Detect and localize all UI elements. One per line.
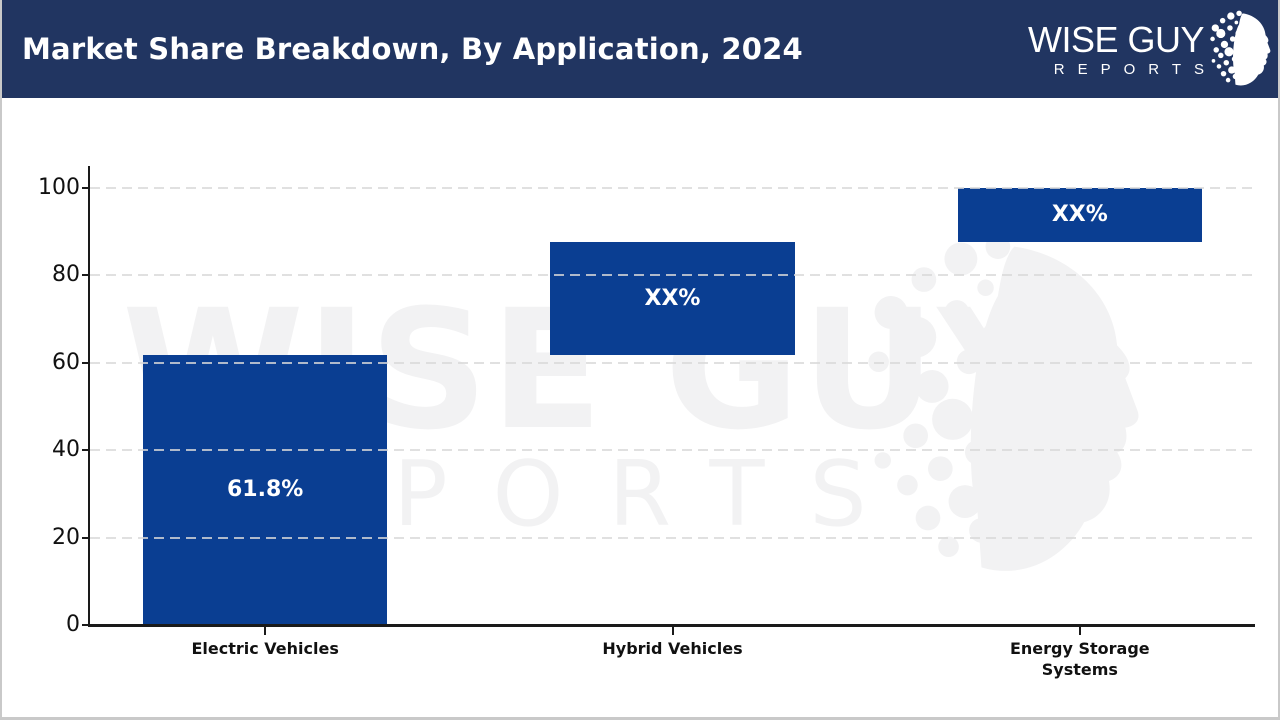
x-category-label-energy-storage-systems: Energy Storage Systems <box>1009 639 1150 679</box>
logo-subtext: REPORTS <box>1053 60 1217 78</box>
y-tick-label-0: 0 <box>66 612 80 637</box>
x-tick-electric-vehicles <box>264 627 267 635</box>
y-tick-label-40: 40 <box>52 437 80 462</box>
chart-title: Market Share Breakdown, By Application, … <box>22 32 803 66</box>
y-tick-40 <box>82 449 88 451</box>
gridline-40 <box>90 449 1255 451</box>
y-tick-60 <box>82 361 88 364</box>
bar-energy-storage-systems: XX% <box>957 187 1203 243</box>
x-tick-energy-storage-systems <box>1078 627 1081 635</box>
x-tick-hybrid-vehicles <box>671 627 674 635</box>
y-tick-label-100: 100 <box>38 174 80 200</box>
logo-head-icon <box>1210 10 1271 86</box>
bar-value-label: XX% <box>644 285 701 311</box>
logo-wordmark: WISE GUY <box>1027 18 1205 60</box>
bar-hybrid-vehicles: XX% <box>550 242 795 355</box>
y-tick-20 <box>82 536 88 539</box>
bar-value-label: 61.8% <box>226 477 304 503</box>
gridline-80 <box>90 274 1255 276</box>
y-tick-label-80: 80 <box>52 262 80 287</box>
gridline-60 <box>90 361 1255 364</box>
y-tick-label-20: 20 <box>52 524 80 550</box>
y-axis <box>88 165 90 627</box>
logo-text: WISE GUY REPORTS <box>1027 18 1205 77</box>
logo: WISE GUY REPORTS <box>1028 7 1272 91</box>
y-tick-100 <box>82 186 88 189</box>
gridline-20 <box>90 536 1255 539</box>
y-tick-80 <box>82 274 88 276</box>
x-axis <box>88 624 1255 627</box>
bar-value-label: XX% <box>1051 202 1108 228</box>
gridline-100 <box>90 186 1255 189</box>
x-category-label-electric-vehicles: Electric Vehicles <box>191 639 339 658</box>
y-tick-0 <box>82 624 88 626</box>
x-category-label-hybrid-vehicles: Hybrid Vehicles <box>602 639 743 658</box>
header-bar: Market Share Breakdown, By Application, … <box>2 0 1278 98</box>
bar-electric-vehicles: 61.8% <box>142 354 388 625</box>
y-tick-label-60: 60 <box>52 349 80 375</box>
watermark-head-icon <box>868 234 1139 571</box>
